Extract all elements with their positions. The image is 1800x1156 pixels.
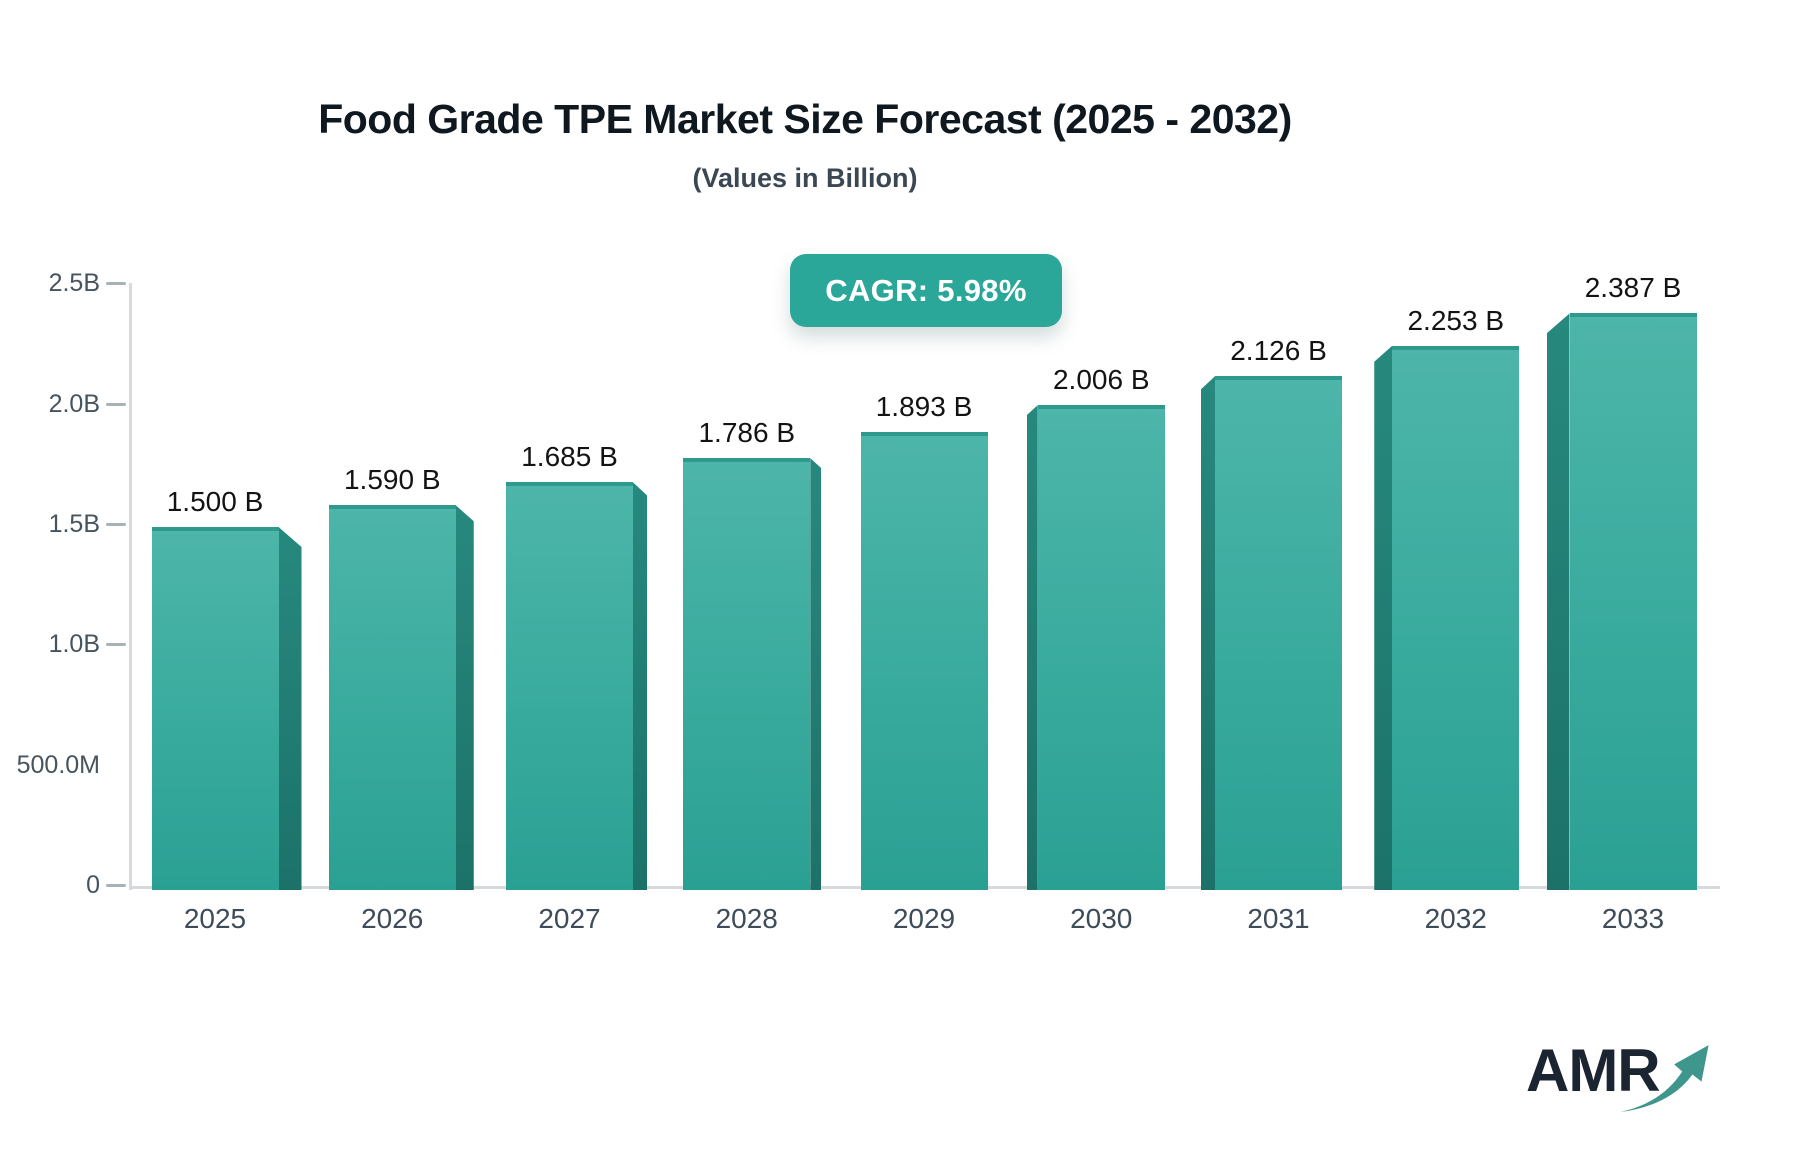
y-tick-label: 2.0B <box>48 389 100 418</box>
bar-side-2028 <box>810 458 822 890</box>
y-tick-dash <box>106 643 126 647</box>
x-tick-label-2025: 2025 <box>183 903 247 934</box>
bar-2025 <box>151 526 279 890</box>
bar-side-2030 <box>1026 405 1038 890</box>
amr-logo-text: AMR <box>1526 1037 1661 1104</box>
bar-2033 <box>1569 313 1697 890</box>
y-tick-dash <box>106 884 126 887</box>
x-tick-label-2031: 2031 <box>1247 903 1310 934</box>
bar-side-2026 <box>455 505 474 890</box>
bar-side-2033 <box>1546 313 1570 890</box>
bar-side-2025 <box>278 526 302 890</box>
y-tick-dash <box>106 522 126 526</box>
x-tick-label-2026: 2026 <box>361 903 424 934</box>
x-tick-label-2032: 2032 <box>1424 903 1487 934</box>
bar-2027 <box>506 482 633 890</box>
bar-2030 <box>1037 405 1165 890</box>
y-tick-label: 1.0B <box>48 630 100 659</box>
x-tick-label-2027: 2027 <box>538 903 601 934</box>
y-axis-line <box>129 283 132 890</box>
y-tick-label: 2.5B <box>48 269 100 298</box>
x-tick-label-2028: 2028 <box>715 903 778 934</box>
bar-value-2033: 2.387 B <box>1584 272 1682 304</box>
bar-side-2031 <box>1201 376 1215 890</box>
bar-side-2032 <box>1374 345 1393 890</box>
cagr-badge: CAGR: 5.98% <box>790 254 1062 327</box>
amr-logo: AMR <box>1526 1036 1726 1126</box>
growth-arrow-icon <box>1620 1045 1709 1112</box>
y-tick-dash <box>106 282 126 286</box>
y-tick-label: 500.0M <box>16 750 100 779</box>
bar-2029 <box>860 432 988 890</box>
chart-title: Food Grade TPE Market Size Forecast (202… <box>318 96 1292 142</box>
x-tick-label-2029: 2029 <box>892 903 956 934</box>
bar-value-2028: 1.786 B <box>698 417 796 449</box>
bar-2031 <box>1215 376 1342 890</box>
bar-value-2032: 2.253 B <box>1407 304 1505 336</box>
x-tick-label-2030: 2030 <box>1070 903 1133 934</box>
bar-value-2025: 1.500 B <box>166 485 264 517</box>
bar-value-2029: 1.893 B <box>875 391 973 423</box>
bar-value-2026: 1.590 B <box>343 464 441 496</box>
bar-side-2027 <box>633 482 647 890</box>
bar-value-2027: 1.685 B <box>521 441 618 473</box>
bar-value-2030: 2.006 B <box>1052 364 1150 396</box>
y-tick-label: 1.5B <box>48 509 100 538</box>
y-tick-dash <box>106 402 126 406</box>
x-tick-label-2033: 2033 <box>1601 903 1665 934</box>
bar-2028 <box>683 458 811 890</box>
bar-2026 <box>328 505 456 890</box>
bar-value-2031: 2.126 B <box>1230 335 1327 367</box>
cagr-badge-label: CAGR: 5.98% <box>825 272 1027 308</box>
chart-subtitle: (Values in Billion) <box>692 163 918 193</box>
bar-2032 <box>1392 345 1520 890</box>
y-tick-label: 0 <box>86 871 100 899</box>
